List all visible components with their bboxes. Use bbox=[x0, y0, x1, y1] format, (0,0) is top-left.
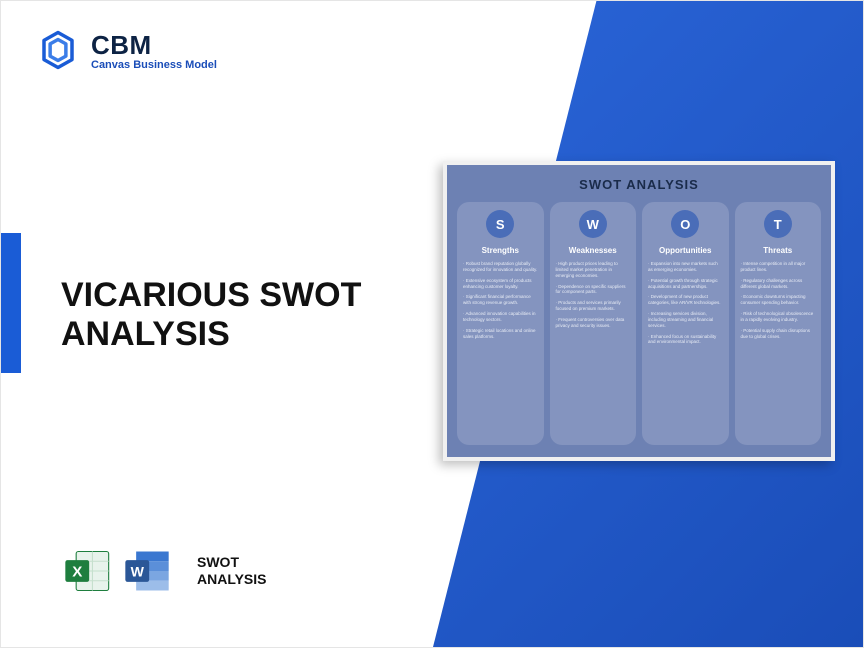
swot-item: · Frequent controversies over data priva… bbox=[556, 317, 631, 329]
swot-heading: Strengths bbox=[482, 246, 519, 255]
swot-item: · Enhanced focus on sustainability and e… bbox=[648, 334, 723, 346]
logo-abbr: CBM bbox=[91, 30, 217, 61]
title-line1: VICARIOUS SWOT bbox=[61, 276, 361, 315]
swot-item: · Risk of technological obsolescence in … bbox=[741, 311, 816, 323]
swot-item: · Regulatory challenges across different… bbox=[741, 278, 816, 290]
swot-item: · Economic downturns impacting consumer … bbox=[741, 294, 816, 306]
swot-item: · Development of new product categories,… bbox=[648, 294, 723, 306]
swot-column: T Threats · Intense competition in all maj… bbox=[735, 202, 822, 445]
swot-column: O Opportunities · Expansion into new marke… bbox=[642, 202, 729, 445]
word-icon: W bbox=[121, 545, 173, 597]
swot-item: · Products and services primarily focuse… bbox=[556, 300, 631, 312]
swot-letter-circle: W bbox=[579, 210, 607, 238]
svg-text:W: W bbox=[131, 563, 145, 579]
swot-heading: Weaknesses bbox=[569, 246, 617, 255]
swot-items: · Intense competition in all major produ… bbox=[741, 261, 816, 339]
swot-item: · Intense competition in all major produ… bbox=[741, 261, 816, 273]
swot-item: · Expansion into new markets such as eme… bbox=[648, 261, 723, 273]
svg-text:X: X bbox=[72, 563, 82, 580]
swot-letter-circle: S bbox=[486, 210, 514, 238]
swot-letter-circle: T bbox=[764, 210, 792, 238]
title-line2: ANALYSIS bbox=[61, 315, 361, 354]
swot-heading: Opportunities bbox=[659, 246, 711, 255]
swot-letter-circle: O bbox=[671, 210, 699, 238]
swot-item: · Strategic retail locations and online … bbox=[463, 328, 538, 340]
swot-items: · Expansion into new markets such as eme… bbox=[648, 261, 723, 345]
file-label-line1: SWOT bbox=[197, 554, 267, 571]
swot-item: · Advanced innovation capabilities in te… bbox=[463, 311, 538, 323]
swot-item: · Extensive ecosystem of products enhanc… bbox=[463, 278, 538, 290]
page-title: VICARIOUS SWOT ANALYSIS bbox=[61, 276, 361, 354]
file-label: SWOT ANALYSIS bbox=[197, 554, 267, 588]
swot-items: · High product prices leading to limited… bbox=[556, 261, 631, 329]
swot-preview-card: SWOT ANALYSIS S Strengths · Robust brand r… bbox=[443, 161, 835, 461]
swot-card-title: SWOT ANALYSIS bbox=[457, 177, 821, 192]
swot-column: W Weaknesses · High product prices leading… bbox=[550, 202, 637, 445]
swot-item: · Dependence on specific suppliers for c… bbox=[556, 284, 631, 296]
excel-icon: X bbox=[61, 545, 113, 597]
swot-item: · Increasing services division, includin… bbox=[648, 311, 723, 329]
swot-item: · Potential growth through strategic acq… bbox=[648, 278, 723, 290]
swot-item: · High product prices leading to limited… bbox=[556, 261, 631, 279]
left-accent-bar bbox=[1, 233, 21, 373]
page-canvas: CBM Canvas Business Model VICARIOUS SWOT… bbox=[0, 0, 864, 648]
swot-column: S Strengths · Robust brand reputation glob… bbox=[457, 202, 544, 445]
logo: CBM Canvas Business Model bbox=[37, 29, 217, 71]
logo-subtitle: Canvas Business Model bbox=[91, 59, 217, 71]
file-icons-row: X W SWOT ANALYSIS bbox=[61, 545, 267, 597]
logo-icon bbox=[37, 29, 79, 71]
swot-item: · Robust brand reputation globally recog… bbox=[463, 261, 538, 273]
swot-item: · Significant financial performance with… bbox=[463, 294, 538, 306]
file-label-line2: ANALYSIS bbox=[197, 571, 267, 588]
swot-columns: S Strengths · Robust brand reputation glob… bbox=[457, 202, 821, 445]
swot-heading: Threats bbox=[763, 246, 792, 255]
swot-item: · Potential supply chain disruptions due… bbox=[741, 328, 816, 340]
swot-items: · Robust brand reputation globally recog… bbox=[463, 261, 538, 339]
